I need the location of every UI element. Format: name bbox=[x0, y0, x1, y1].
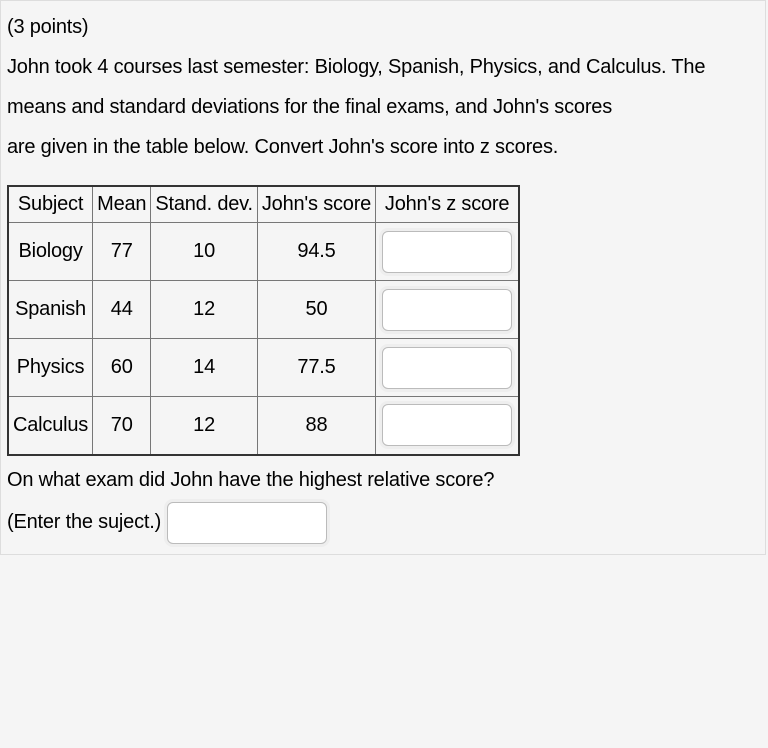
col-stddev: Stand. dev. bbox=[151, 186, 258, 223]
question-container: (3 points) John took 4 courses last seme… bbox=[0, 0, 766, 555]
prompt-line-1: John took 4 courses last semester: Biolo… bbox=[7, 47, 757, 127]
cell-sd: 12 bbox=[151, 281, 258, 339]
follow-up-question: On what exam did John have the highest r… bbox=[7, 460, 757, 500]
points-label: (3 points) bbox=[7, 7, 757, 47]
cell-score: 77.5 bbox=[257, 339, 375, 397]
col-subject: Subject bbox=[8, 186, 93, 223]
zscore-table: Subject Mean Stand. dev. John's score Jo… bbox=[7, 185, 520, 456]
cell-score: 88 bbox=[257, 397, 375, 455]
enter-subject-label: (Enter the suject.) bbox=[7, 511, 161, 534]
z-input-physics[interactable] bbox=[382, 347, 512, 389]
col-mean: Mean bbox=[93, 186, 151, 223]
z-input-spanish[interactable] bbox=[382, 289, 512, 331]
z-input-biology[interactable] bbox=[382, 231, 512, 273]
cell-z bbox=[376, 223, 520, 281]
cell-z bbox=[376, 339, 520, 397]
cell-score: 94.5 bbox=[257, 223, 375, 281]
cell-sd: 10 bbox=[151, 223, 258, 281]
cell-subject: Spanish bbox=[8, 281, 93, 339]
cell-mean: 70 bbox=[93, 397, 151, 455]
cell-mean: 60 bbox=[93, 339, 151, 397]
col-johns-z: John's z score bbox=[376, 186, 520, 223]
prompt-line-2: are given in the table below. Convert Jo… bbox=[7, 127, 757, 167]
cell-z bbox=[376, 397, 520, 455]
table-row: Spanish 44 12 50 bbox=[8, 281, 519, 339]
z-input-calculus[interactable] bbox=[382, 404, 512, 446]
cell-sd: 14 bbox=[151, 339, 258, 397]
table-row: Physics 60 14 77.5 bbox=[8, 339, 519, 397]
cell-subject: Physics bbox=[8, 339, 93, 397]
cell-score: 50 bbox=[257, 281, 375, 339]
table-header-row: Subject Mean Stand. dev. John's score Jo… bbox=[8, 186, 519, 223]
subject-answer-input[interactable] bbox=[167, 502, 327, 544]
table-row: Biology 77 10 94.5 bbox=[8, 223, 519, 281]
cell-subject: Biology bbox=[8, 223, 93, 281]
cell-mean: 77 bbox=[93, 223, 151, 281]
table-row: Calculus 70 12 88 bbox=[8, 397, 519, 455]
col-johns-score: John's score bbox=[257, 186, 375, 223]
cell-sd: 12 bbox=[151, 397, 258, 455]
cell-subject: Calculus bbox=[8, 397, 93, 455]
cell-z bbox=[376, 281, 520, 339]
cell-mean: 44 bbox=[93, 281, 151, 339]
subject-answer-row: (Enter the suject.) bbox=[7, 502, 757, 544]
